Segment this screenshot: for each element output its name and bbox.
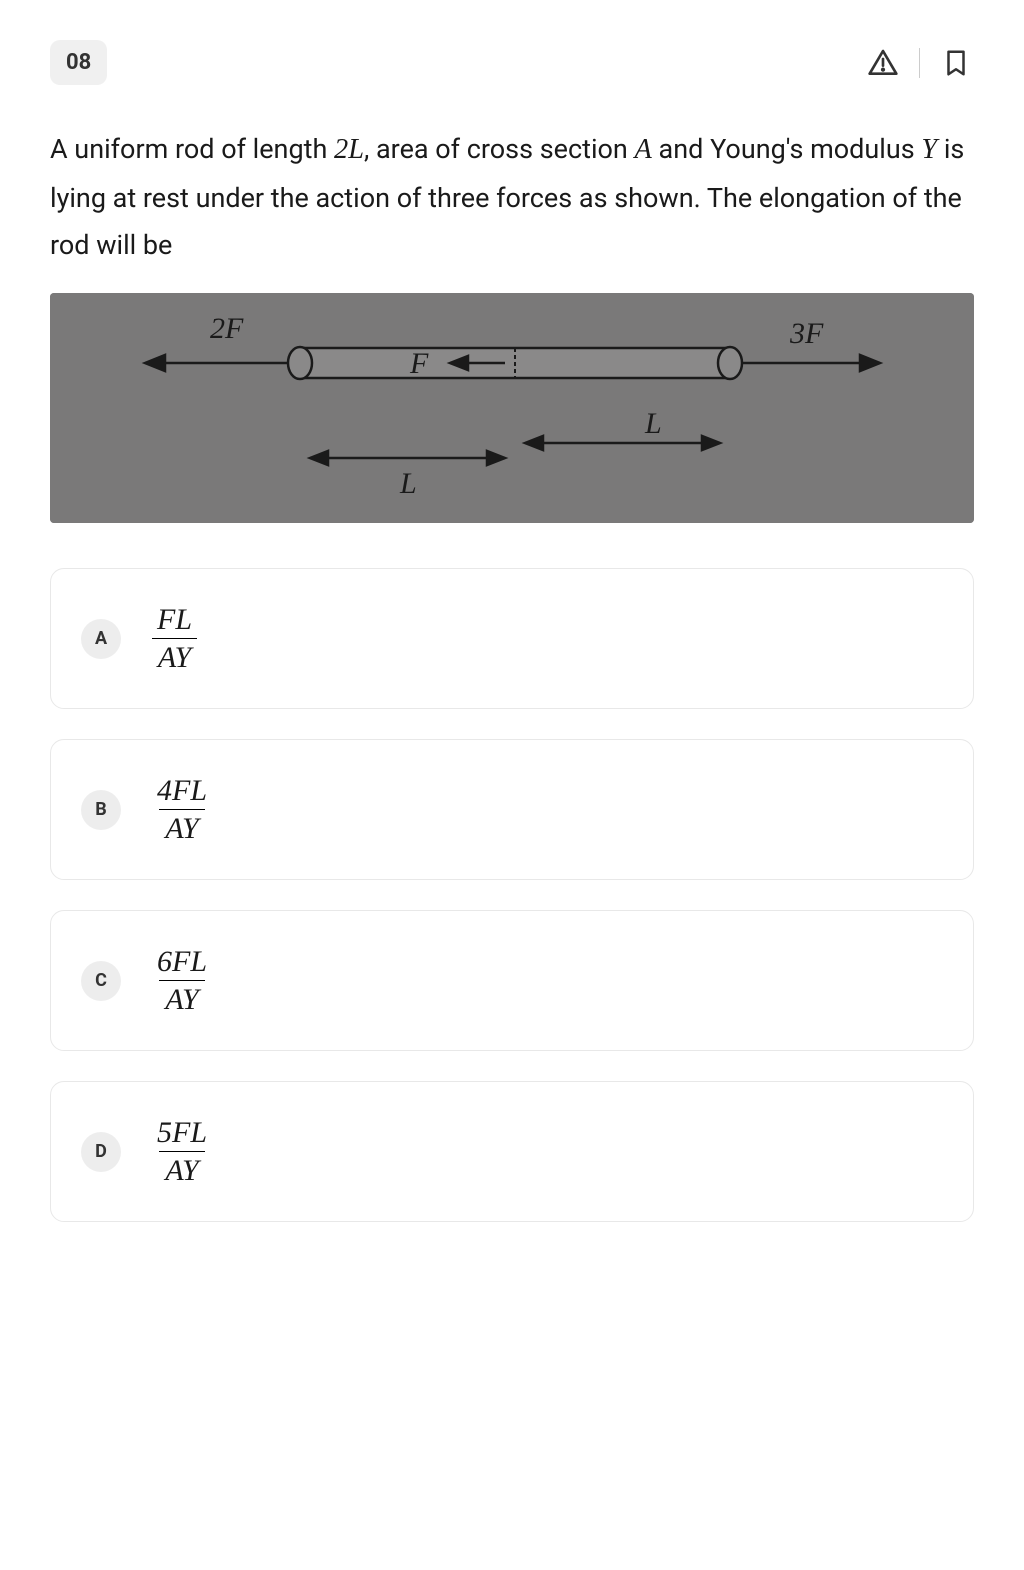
formula-denominator: AY <box>152 638 197 674</box>
formula-numerator: 6FL <box>151 945 213 980</box>
mid-force-label: F <box>409 347 429 380</box>
option-b[interactable]: B 4FL AY <box>50 739 974 880</box>
force-diagram: 2F F 3F L L <box>50 293 974 523</box>
q-var-3: Y <box>921 134 937 165</box>
formula-denominator: AY <box>159 809 204 845</box>
question-number-badge: 08 <box>50 40 107 85</box>
option-formula: 5FL AY <box>151 1116 213 1187</box>
report-icon[interactable] <box>865 45 901 81</box>
dim-left-label: L <box>399 467 417 500</box>
left-force-label: 2F <box>210 312 244 345</box>
option-letter: C <box>81 961 121 1001</box>
option-formula: FL AY <box>151 603 198 674</box>
option-c[interactable]: C 6FL AY <box>50 910 974 1051</box>
q-text-2: , area of cross section <box>364 133 635 165</box>
rod <box>288 347 742 379</box>
q-text-3: and Young's modulus <box>652 133 922 165</box>
formula-numerator: 4FL <box>151 774 213 809</box>
q-text-1: A uniform rod of length <box>50 133 334 165</box>
option-formula: 6FL AY <box>151 945 213 1016</box>
option-d[interactable]: D 5FL AY <box>50 1081 974 1222</box>
formula-denominator: AY <box>159 980 204 1016</box>
dim-right-label: L <box>644 407 662 440</box>
bookmark-icon[interactable] <box>938 45 974 81</box>
question-text: A uniform rod of length 2L, area of cros… <box>50 125 974 269</box>
formula-numerator: 5FL <box>151 1116 213 1151</box>
header-divider <box>919 48 920 78</box>
formula-denominator: AY <box>159 1151 204 1187</box>
option-letter: D <box>81 1132 121 1172</box>
right-force-label: 3F <box>789 317 824 350</box>
formula-numerator: FL <box>151 603 198 638</box>
option-a[interactable]: A FL AY <box>50 568 974 709</box>
diagram-bg <box>50 293 974 523</box>
q-var-1: 2L <box>334 134 364 165</box>
option-formula: 4FL AY <box>151 774 213 845</box>
diagram-svg: 2F F 3F L L <box>50 293 974 523</box>
answer-options: A FL AY B 4FL AY C 6FL AY D 5FL AY <box>50 568 974 1222</box>
option-letter: B <box>81 790 121 830</box>
header-actions <box>865 45 974 81</box>
option-letter: A <box>81 619 121 659</box>
q-var-2: A <box>635 134 652 165</box>
question-header: 08 <box>50 40 974 85</box>
